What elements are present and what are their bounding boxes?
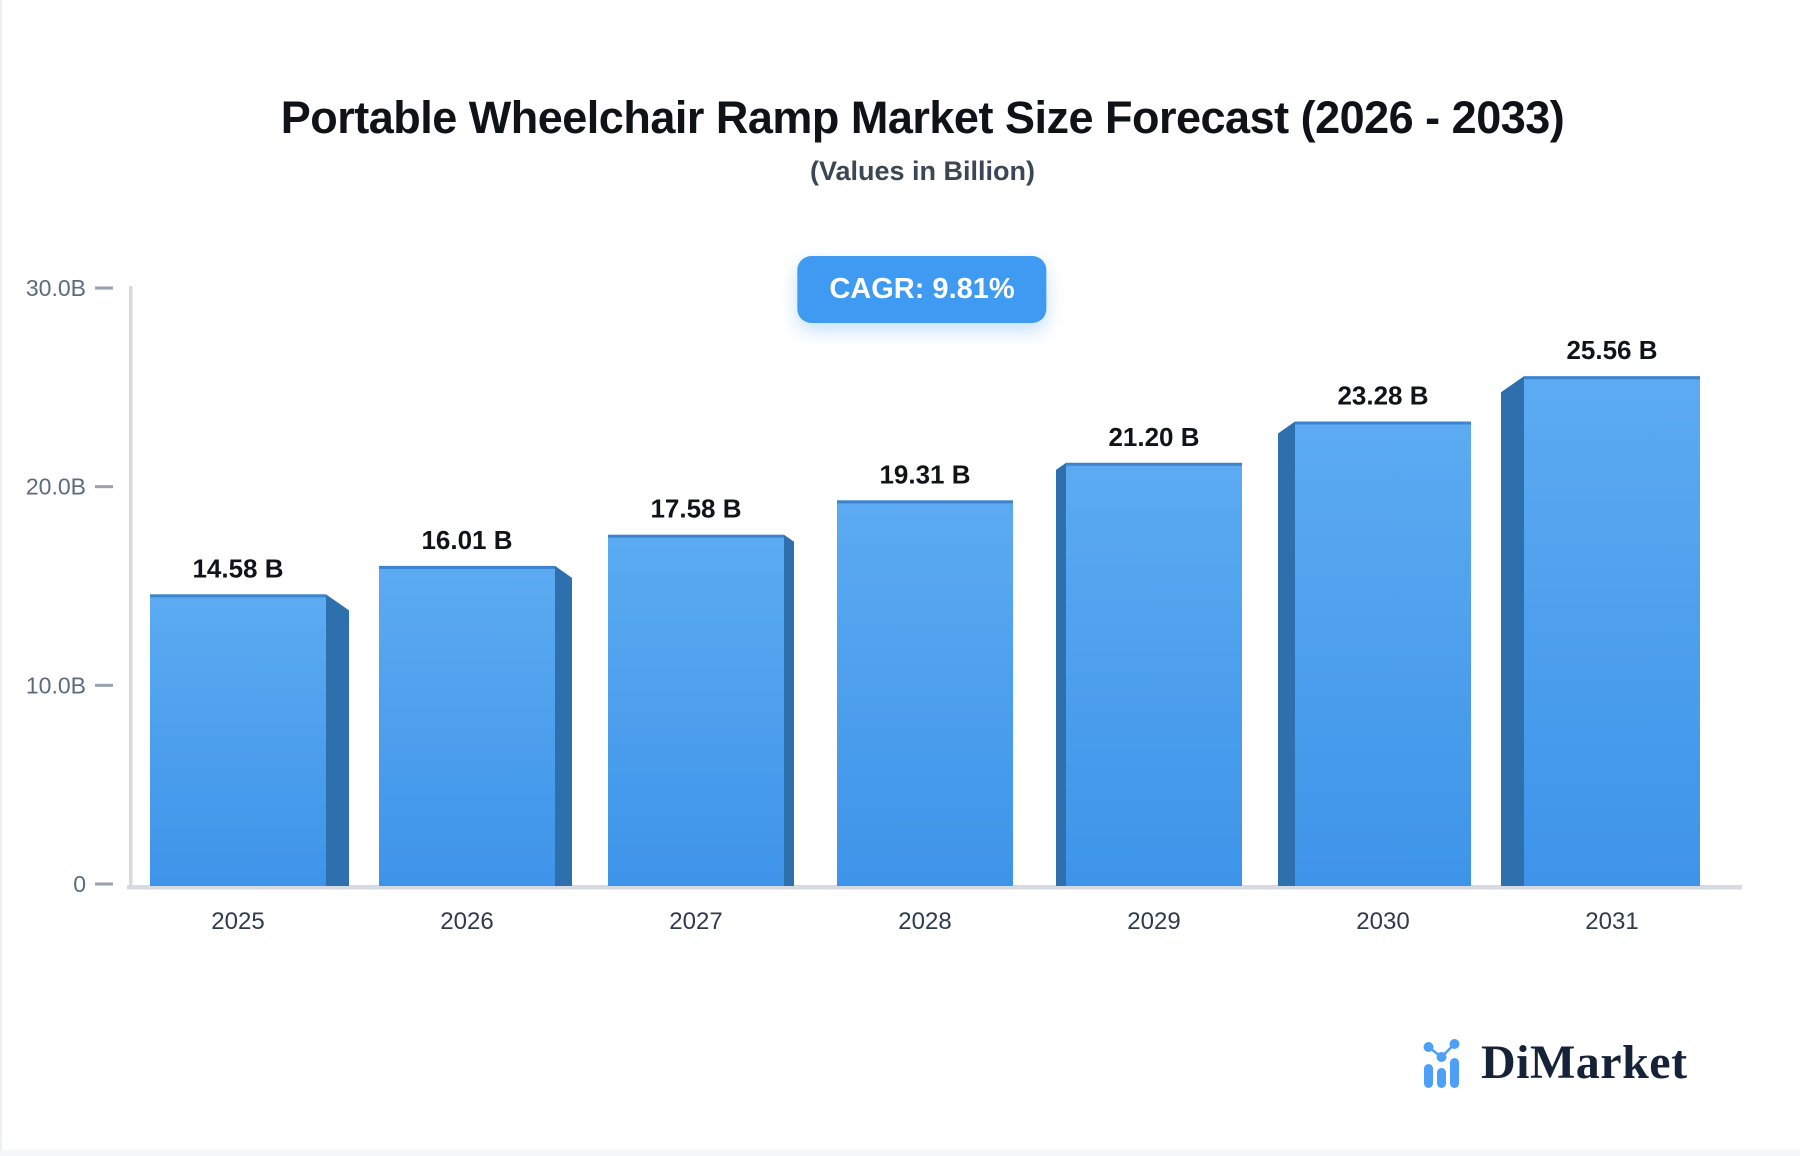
bar-value-label-2027: 17.58 B — [650, 494, 741, 524]
x-category-label-2028: 2028 — [898, 908, 951, 935]
bar-side-face-2027 — [784, 534, 794, 886]
y-tick-label: 30.0B — [26, 275, 86, 301]
bar-2031 — [1524, 376, 1700, 886]
bar-2027 — [608, 534, 784, 886]
x-category-label-2029: 2029 — [1127, 908, 1180, 935]
x-category-label-2025: 2025 — [211, 908, 264, 935]
chart-subtitle: (Values in Billion) — [809, 156, 1036, 186]
cagr-badge: CAGR: 9.81% — [797, 256, 1047, 323]
bar-top-edge-2031 — [1524, 376, 1700, 380]
bar-top-edge-2025 — [150, 594, 326, 598]
bar-side-face-2025 — [326, 594, 349, 886]
page-bottom-edge — [0, 1150, 1800, 1156]
chart-header: Portable Wheelchair Ramp Market Size For… — [45, 0, 1800, 186]
bar-value-label-2030: 23.28 B — [1337, 381, 1428, 411]
bar-top-edge-2027 — [608, 534, 784, 538]
y-axis-line — [129, 286, 133, 889]
bar-2030 — [1295, 421, 1471, 886]
y-tick-mark — [95, 882, 113, 886]
bar-chart-trend-logo-icon — [1423, 1039, 1460, 1088]
brand-name: DiMarket — [1481, 1036, 1688, 1089]
bar-2025 — [150, 594, 326, 886]
bar-value-label-2026: 16.01 B — [421, 525, 512, 555]
y-tick-mark — [95, 286, 113, 290]
bar-top-edge-2026 — [379, 565, 555, 569]
y-tick-mark — [95, 683, 113, 687]
page-left-edge — [0, 0, 2, 1156]
brand-logo: DiMarket — [1422, 1036, 1688, 1090]
y-tick-label: 20.0B — [26, 474, 86, 500]
bar-side-face-2030 — [1278, 421, 1295, 886]
y-tick-mark — [95, 485, 113, 489]
bar-value-label-2031: 25.56 B — [1566, 335, 1657, 365]
bar-2028 — [837, 500, 1013, 886]
x-category-label-2027: 2027 — [669, 908, 722, 935]
x-axis-line — [127, 885, 1742, 890]
y-tick-label: 10.0B — [26, 672, 86, 698]
bar-side-face-2029 — [1056, 462, 1066, 886]
chart-title: Portable Wheelchair Ramp Market Size For… — [280, 92, 1565, 143]
bar-top-edge-2028 — [837, 500, 1013, 504]
x-category-label-2031: 2031 — [1585, 908, 1638, 935]
x-category-label-2026: 2026 — [440, 908, 493, 935]
bar-2029 — [1066, 462, 1242, 886]
bar-side-face-2026 — [555, 565, 572, 886]
bar-2026 — [379, 565, 555, 886]
bar-top-edge-2029 — [1066, 462, 1242, 466]
bar-value-label-2028: 19.31 B — [879, 459, 970, 489]
bar-value-label-2025: 14.58 B — [192, 553, 283, 583]
bar-top-edge-2030 — [1295, 421, 1471, 425]
bar-side-face-2031 — [1501, 376, 1524, 886]
y-tick-label: 0 — [73, 871, 86, 897]
bar-value-label-2029: 21.20 B — [1108, 422, 1199, 452]
x-category-label-2030: 2030 — [1356, 908, 1409, 935]
